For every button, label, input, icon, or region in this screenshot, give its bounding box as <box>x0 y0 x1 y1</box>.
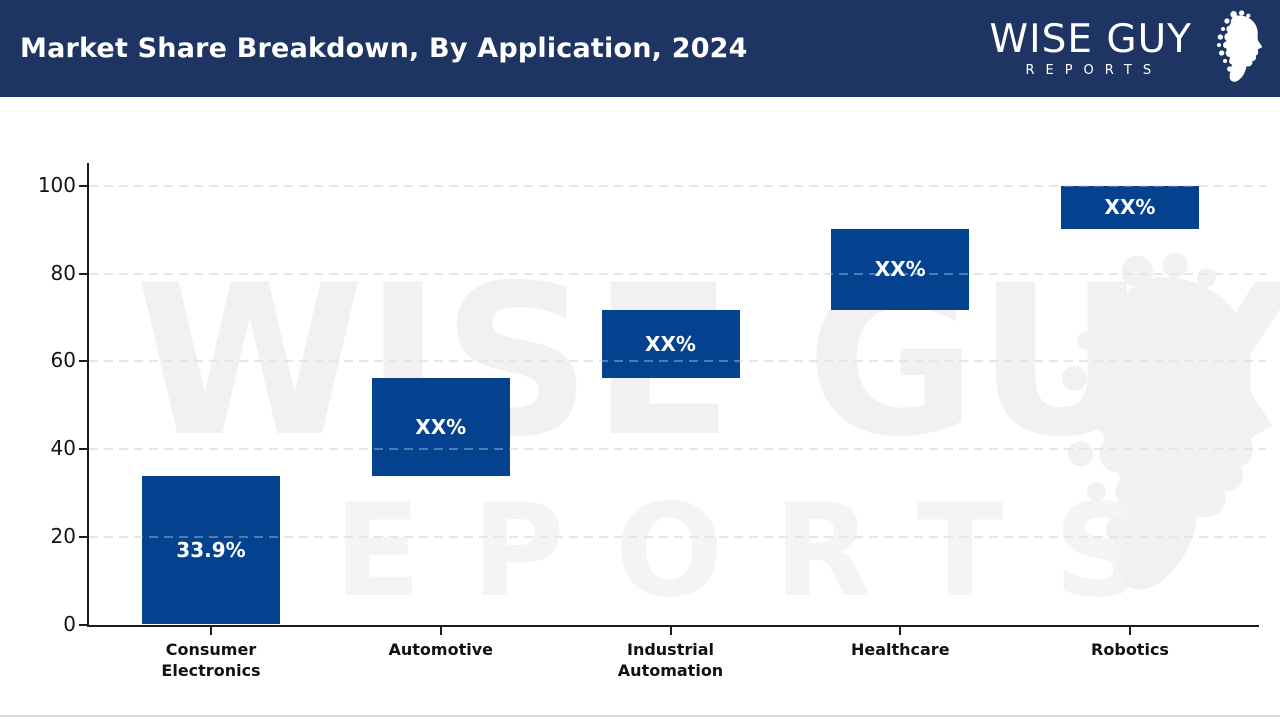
page-title: Market Share Breakdown, By Application, … <box>20 33 748 64</box>
bar-consumer-electronics: 33.9% <box>142 475 280 625</box>
y-tick-100 <box>79 185 87 187</box>
gridline-overlay-80 <box>89 272 1266 275</box>
x-tick-4 <box>1129 627 1131 635</box>
gridline-80 <box>89 272 1266 275</box>
bar-robotics: XX% <box>1061 186 1199 229</box>
bar-value-label: XX% <box>415 414 467 439</box>
x-category-label: Consumer Electronics <box>161 640 261 680</box>
header: Market Share Breakdown, By Application, … <box>0 0 1280 97</box>
x-category-label: Robotics <box>1091 640 1169 659</box>
gridline-40 <box>89 448 1266 451</box>
y-tick-80 <box>79 272 87 275</box>
logo-face-icon <box>1217 9 1263 82</box>
x-axis-spine <box>86 624 1259 627</box>
x-tick-2 <box>669 627 672 635</box>
x-category-label: Industrial Automation <box>617 640 724 680</box>
y-axis-spine <box>86 163 89 626</box>
y-tick-60 <box>79 360 87 363</box>
bottom-divider <box>0 715 1280 717</box>
logo-subtitle: REPORTS <box>1025 62 1163 78</box>
bar-value-label: XX% <box>1104 195 1156 220</box>
y-tick-0 <box>79 623 87 626</box>
gridline-20 <box>89 535 1266 538</box>
gridline-100 <box>89 185 1266 187</box>
y-tick-40 <box>79 448 87 451</box>
x-category-label: Automotive <box>388 640 494 659</box>
y-tick-20 <box>79 535 87 538</box>
x-tick-0 <box>210 627 212 635</box>
gridline-overlay-100 <box>89 185 1266 187</box>
x-category-label: Healthcare <box>850 640 950 659</box>
x-tick-3 <box>899 627 902 635</box>
bar-industrial-automation: XX% <box>601 309 740 379</box>
x-tick-1 <box>439 627 442 635</box>
bar-healthcare: XX% <box>831 228 970 310</box>
gridline-overlay-40 <box>89 448 1266 451</box>
bar-value-label: 33.9% <box>176 538 246 563</box>
gridline-overlay-60 <box>89 360 1266 363</box>
y-tick-label-80: 80 <box>50 260 76 285</box>
bar-value-label: XX% <box>874 257 926 282</box>
wise-guy-logo: WISE GUY REPORTS <box>990 9 1266 89</box>
gridline-overlay-20 <box>89 535 1266 538</box>
y-tick-label-20: 20 <box>50 523 76 548</box>
y-tick-label-100: 100 <box>37 173 76 197</box>
bar-automotive: XX% <box>371 378 510 476</box>
bar-value-label: XX% <box>645 331 696 356</box>
logo-name: WISE GUY <box>989 16 1192 62</box>
y-tick-label-60: 60 <box>50 348 76 373</box>
y-tick-label-0: 0 <box>63 611 76 636</box>
logo-wordmark: WISE GUY REPORTS <box>990 20 1192 78</box>
y-tick-label-40: 40 <box>50 436 76 461</box>
